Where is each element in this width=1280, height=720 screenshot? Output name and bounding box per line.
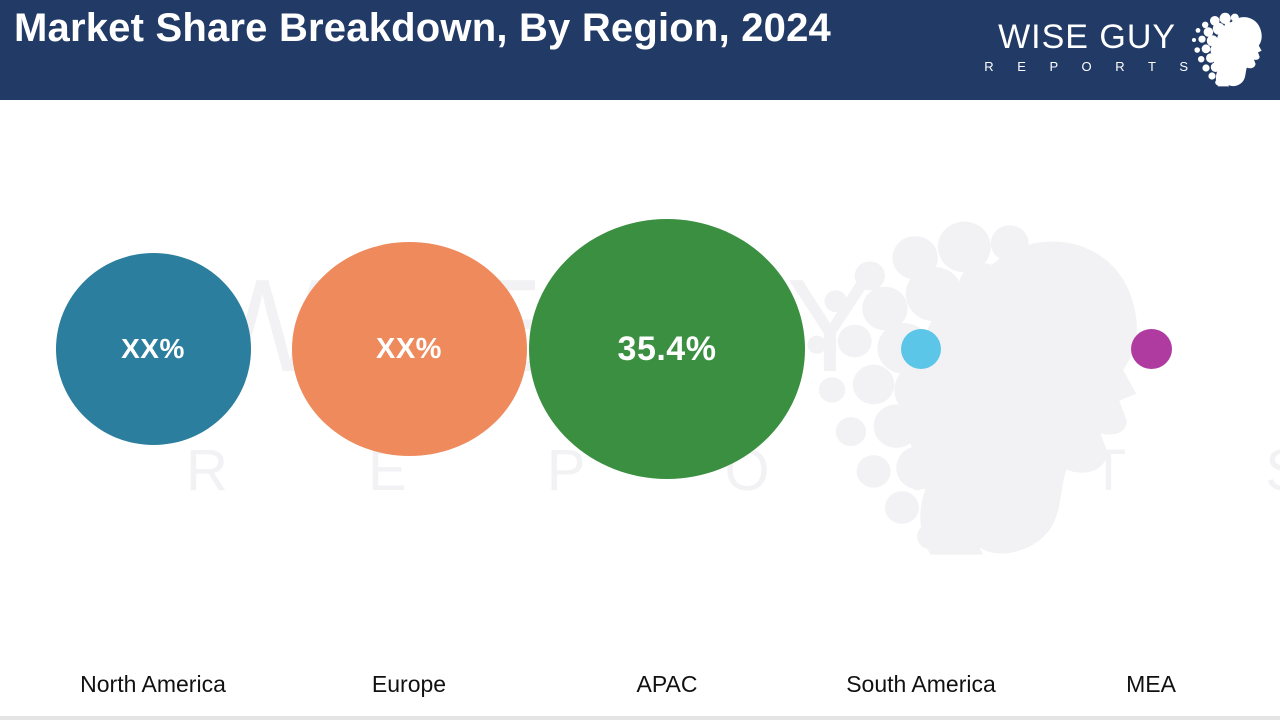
bubble-south-america — [901, 329, 941, 369]
bubble-value-label: 35.4% — [617, 329, 717, 368]
brand-head-icon — [1192, 12, 1262, 87]
footer-strip — [0, 716, 1280, 720]
bubble-apac: 35.4% — [529, 219, 805, 479]
bubble-europe: XX% — [291, 242, 527, 456]
region-label-apac: APAC — [636, 671, 698, 697]
brand-text: WISE GUY R E P O R T S — [976, 18, 1198, 74]
bubble-mea — [1130, 329, 1172, 369]
watermark-head-icon — [807, 221, 1137, 555]
header-bar: Market Share Breakdown, By Region, 2024 … — [0, 0, 1280, 100]
brand-name: WISE GUY — [998, 18, 1177, 56]
region-label-mea: MEA — [1126, 671, 1176, 697]
brand-tagline: R E P O R T S — [984, 58, 1198, 74]
region-label-europe: Europe — [371, 671, 447, 697]
bubble-value-label: XX% — [376, 332, 442, 365]
region-label-south-america: South America — [846, 671, 996, 697]
bubble-value-label: XX% — [121, 333, 185, 364]
brand-logo: WISE GUY R E P O R T S — [976, 4, 1270, 98]
region-label-north-america: North America — [80, 671, 226, 697]
page-title: Market Share Breakdown, By Region, 2024 — [14, 6, 831, 50]
bubble-north-america: XX% — [55, 253, 251, 445]
